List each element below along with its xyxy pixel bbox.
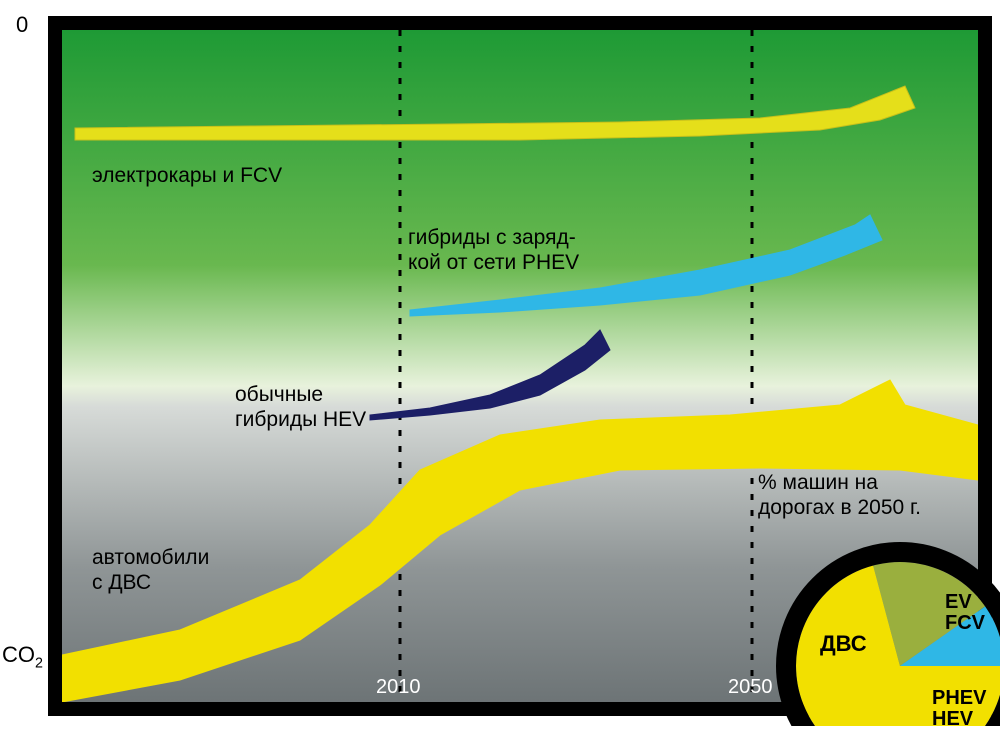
pie-annotation: % машин на дорогах в 2050 г. [758, 470, 921, 520]
pie-label-phev: PHEV HEV [932, 688, 986, 730]
stream-label-ev_fcv: электрокары и FCV [92, 163, 282, 188]
pie-label-ice: ДВС [820, 632, 867, 655]
stream-label-ice: автомобили с ДВС [92, 545, 209, 595]
stream-label-phev: гибриды с заряд- кой от сети PHEV [408, 225, 579, 275]
xtick-2010: 2010 [376, 676, 421, 699]
chart-svg [0, 0, 1000, 726]
pie-label-evfcv: EV FCV [945, 592, 985, 634]
stream-label-hev: обычные гибриды HEV [235, 382, 366, 432]
xtick-2050: 2050 [728, 676, 773, 699]
